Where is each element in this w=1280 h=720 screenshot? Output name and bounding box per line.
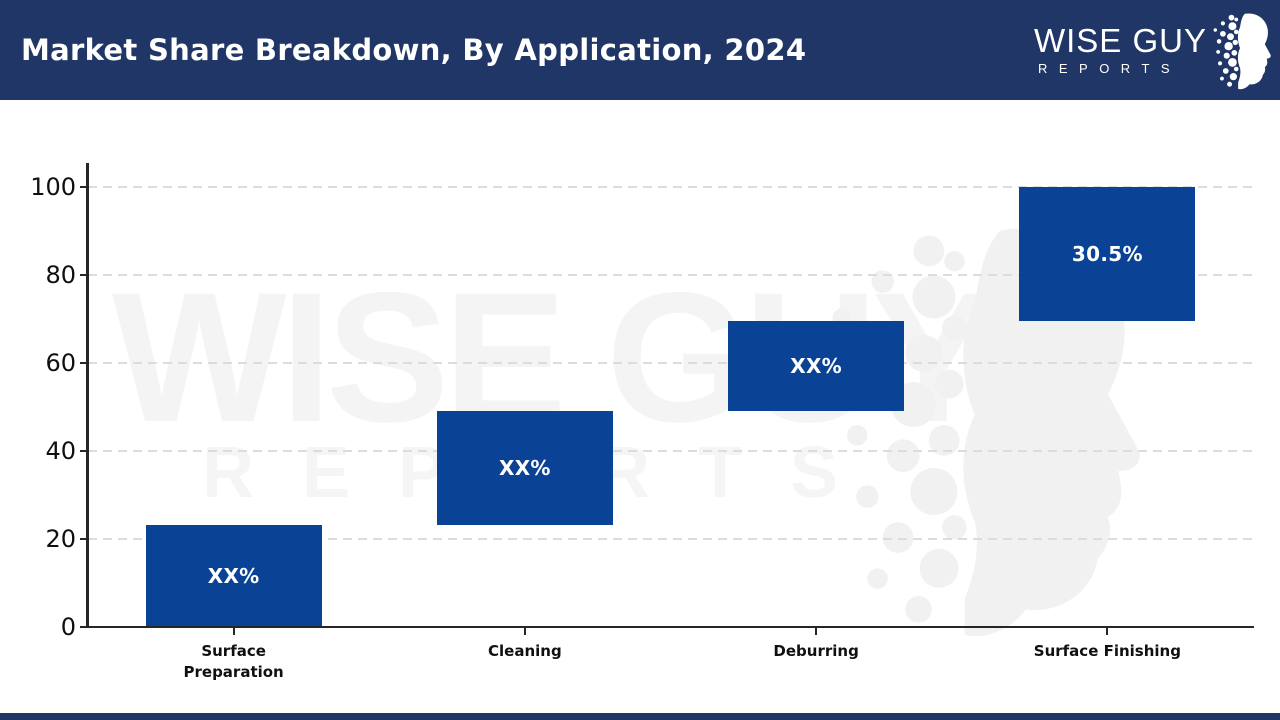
bar-label-cleaning: XX% bbox=[498, 455, 551, 480]
logo-text: WISE GUY REPORTS bbox=[1034, 24, 1207, 76]
page-title: Market Share Breakdown, By Application, … bbox=[21, 33, 807, 67]
bar-label-surface-preparation: XX% bbox=[207, 563, 260, 588]
gridline-60 bbox=[88, 362, 1253, 364]
x-tick-label-cleaning: Cleaning bbox=[488, 642, 562, 660]
y-axis-spine bbox=[86, 163, 89, 628]
gridline-80 bbox=[88, 274, 1253, 276]
x-tick-label-surface-preparation: Surface Preparation bbox=[183, 642, 284, 681]
y-tick-mark-20 bbox=[80, 538, 87, 540]
watermark-head-icon bbox=[832, 228, 1140, 637]
bar-deburring: XX% bbox=[728, 321, 905, 411]
logo-brand-subtitle: REPORTS bbox=[1037, 60, 1182, 76]
y-tick-label-20: 20 bbox=[45, 525, 76, 553]
gridline-100 bbox=[88, 186, 1253, 188]
bar-label-deburring: XX% bbox=[790, 354, 843, 379]
y-tick-label-100: 100 bbox=[30, 173, 76, 201]
x-tick-mark-surface-preparation bbox=[232, 628, 235, 635]
footer-bar bbox=[0, 713, 1280, 720]
y-tick-label-80: 80 bbox=[45, 261, 76, 289]
dotted-head-icon bbox=[1213, 13, 1271, 90]
gridline-40 bbox=[88, 450, 1253, 452]
bar-surface-preparation: XX% bbox=[145, 524, 322, 627]
x-tick-mark-cleaning bbox=[523, 628, 526, 635]
gridline-20 bbox=[88, 538, 1253, 540]
x-axis-spine bbox=[86, 625, 1254, 628]
x-tick-mark-deburring bbox=[815, 628, 818, 635]
bar-cleaning: XX% bbox=[436, 410, 613, 525]
x-tick-label-surface-finishing: Surface Finishing bbox=[1033, 642, 1181, 660]
y-tick-mark-80 bbox=[80, 274, 87, 276]
y-tick-label-60: 60 bbox=[45, 349, 76, 377]
y-tick-mark-40 bbox=[80, 450, 87, 452]
x-tick-mark-surface-finishing bbox=[1106, 628, 1109, 635]
y-tick-label-40: 40 bbox=[45, 437, 76, 465]
wise-guy-logo: WISE GUY REPORTS bbox=[1034, 10, 1272, 90]
header: Market Share Breakdown, By Application, … bbox=[0, 0, 1280, 100]
y-tick-mark-0 bbox=[80, 626, 87, 628]
y-tick-mark-100 bbox=[80, 186, 87, 188]
bar-label-surface-finishing: 30.5% bbox=[1071, 242, 1143, 267]
bar-surface-finishing: 30.5% bbox=[1019, 187, 1196, 322]
logo-brand-name: WISE GUY bbox=[1033, 22, 1207, 60]
y-tick-label-0: 0 bbox=[60, 613, 76, 641]
y-tick-mark-60 bbox=[80, 362, 87, 364]
x-tick-label-deburring: Deburring bbox=[773, 642, 859, 660]
